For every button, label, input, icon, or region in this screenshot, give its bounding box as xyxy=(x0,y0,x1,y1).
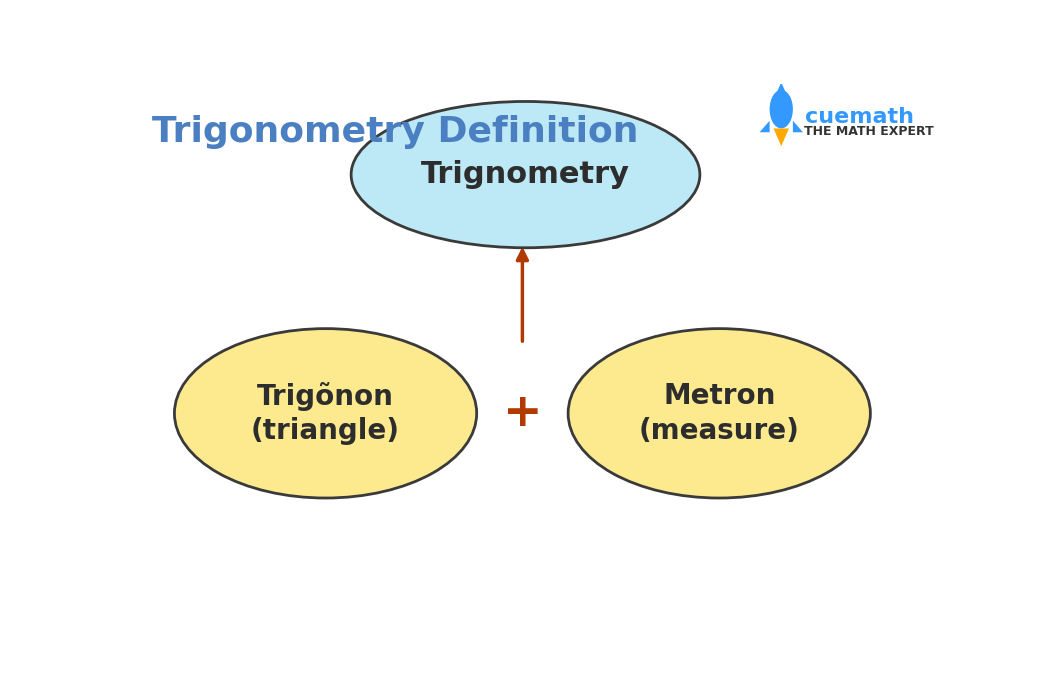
Text: THE MATH EXPERT: THE MATH EXPERT xyxy=(804,124,935,138)
Polygon shape xyxy=(770,82,793,109)
Text: Trigonometry Definition: Trigonometry Definition xyxy=(152,114,639,149)
Text: Trigõnon
(triangle): Trigõnon (triangle) xyxy=(251,382,400,445)
Ellipse shape xyxy=(351,101,700,248)
Text: cuemath: cuemath xyxy=(804,107,914,127)
Ellipse shape xyxy=(770,90,793,128)
Text: +: + xyxy=(502,391,542,436)
Ellipse shape xyxy=(568,329,870,498)
Polygon shape xyxy=(793,121,803,132)
Text: Metron
(measure): Metron (measure) xyxy=(639,382,799,445)
Polygon shape xyxy=(773,128,789,146)
Polygon shape xyxy=(760,121,770,132)
Ellipse shape xyxy=(174,329,476,498)
Text: Trignometry: Trignometry xyxy=(421,160,630,189)
